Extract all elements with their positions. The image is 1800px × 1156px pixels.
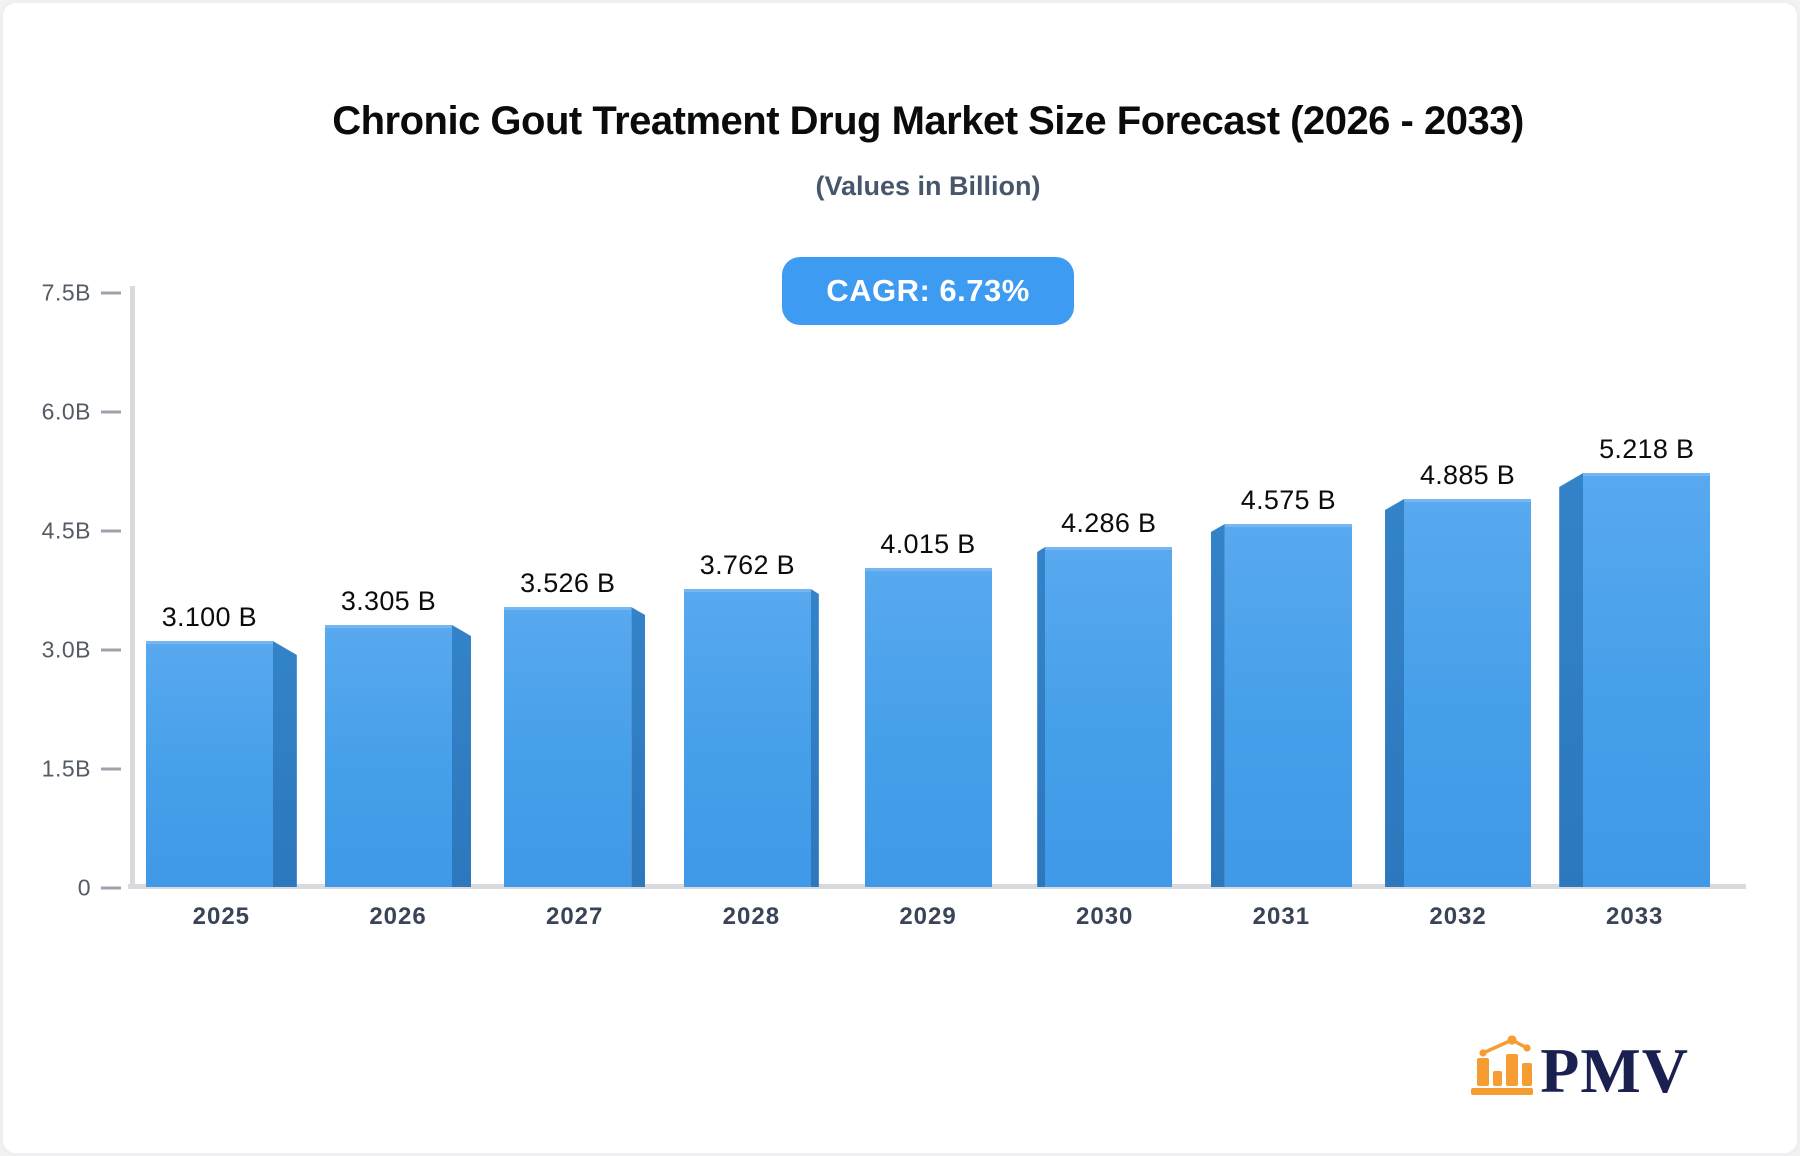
x-tick-label: 2029 [899,903,957,930]
y-tick: 1.5B [3,756,121,783]
bar-side-face [810,589,819,887]
y-tick: 6.0B [3,399,121,426]
bar-chart-icon [1470,1034,1534,1101]
x-tick-label: 2031 [1252,903,1311,930]
x-tick-label: 2032 [1429,903,1487,930]
y-tick: 0 [3,875,121,902]
bar-value-label: 4.015 B [880,529,976,559]
y-tick-label: 1.5B [41,755,91,782]
y-tick: 3.0B [3,637,121,664]
bar-front-face: 3.526 B [504,568,632,887]
y-tick: 4.5B [3,518,121,545]
bar-2033[interactable]: 5.218 B [1559,434,1711,887]
bar-value-label: 3.305 B [340,586,437,616]
x-tick-label: 2028 [722,903,781,930]
bar-value-label: 4.286 B [1061,508,1157,538]
bar-2028[interactable]: 3.762 B [683,550,819,887]
bar-group: 3.526 B [486,568,663,887]
bar-2029[interactable]: 4.015 B [864,529,992,887]
bar-side-face [631,607,646,887]
bar-side-face [1559,473,1584,887]
bar-value-label: 5.218 B [1599,434,1695,464]
bar-value-label: 3.526 B [520,568,616,598]
x-tick-label: 2026 [369,903,427,930]
tick-mark [101,410,121,414]
y-tick-label: 4.5B [41,517,91,544]
chart-subtitle: (Values in Billion) [815,171,1041,201]
y-tick-label: 6.0B [41,398,91,425]
y-tick-label: 3.0B [41,636,91,663]
bar-value-label: 4.885 B [1419,460,1516,490]
x-tick-label: 2027 [545,903,604,930]
bar-2031[interactable]: 4.575 B [1210,485,1352,887]
bar-group: 3.762 B [663,550,840,887]
cagr-badge-wrap: CAGR: 6.73% [133,257,1723,325]
bar-front-face: 4.286 B [1045,508,1173,887]
y-tick-label: 0 [77,874,91,901]
bar-group: 4.286 B [1016,508,1193,887]
bar-group: 4.575 B [1193,485,1370,887]
bar-front-face: 3.305 B [325,586,452,887]
bar-2025[interactable]: 3.100 B [145,602,297,887]
bar-front-face: 4.575 B [1224,485,1352,887]
bar-2030[interactable]: 4.286 B [1037,508,1173,887]
x-axis-labels: 2025 2026 2027 2028 2029 2030 2031 2032 … [133,903,1723,931]
bar-2032[interactable]: 4.885 B [1385,460,1532,887]
bar-front-face: 4.885 B [1404,460,1532,887]
bar-front-face: 5.218 B [1583,434,1711,887]
bar-group: 3.305 B [310,586,487,887]
bar-group: 4.015 B [840,529,1017,887]
bar-group: 5.218 B [1546,434,1723,887]
pmv-logo: PMV [1470,1034,1689,1107]
tick-mark [101,767,121,771]
bar-front-face: 4.015 B [864,529,992,887]
bar-front-face: 3.100 B [145,602,273,887]
y-tick-label: 7.5B [41,279,91,306]
bar-side-face [452,625,471,887]
bar-group: 4.885 B [1370,460,1547,887]
x-tick-label: 2033 [1606,903,1664,930]
bar-value-label: 4.575 B [1240,485,1336,515]
bar-group: 3.100 B [133,602,310,887]
bar-side-face [1385,499,1405,887]
y-axis-line [130,286,135,889]
x-tick-label: 2025 [192,903,251,930]
bar-side-face [1037,547,1046,887]
cagr-badge: CAGR: 6.73% [782,257,1074,325]
tick-mark [101,886,121,890]
plot-area: 3.100 B 3.305 B 3.526 B 3.762 B 4.015 B … [133,287,1723,887]
tick-mark [101,529,121,533]
bar-value-label: 3.100 B [161,602,257,632]
bar-value-label: 3.762 B [699,550,795,580]
x-tick-label: 2030 [1076,903,1134,930]
bar-side-face [1210,524,1225,887]
tick-mark [101,648,121,652]
tick-mark [101,291,121,295]
bar-side-face [272,641,297,887]
bar-2026[interactable]: 3.305 B [325,586,471,887]
bar-front-face: 3.762 B [683,550,811,887]
bar-2027[interactable]: 3.526 B [504,568,646,887]
chart-title: Chronic Gout Treatment Drug Market Size … [332,99,1524,143]
y-tick: 7.5B [3,280,121,307]
logo-text: PMV [1540,1035,1689,1107]
